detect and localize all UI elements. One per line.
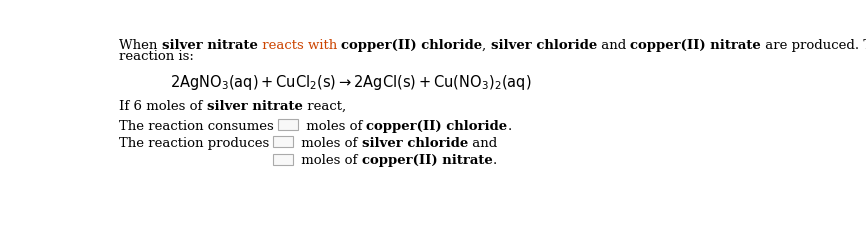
Bar (278, 119, 298, 131)
Text: react,: react, (302, 100, 346, 113)
Text: reacts with: reacts with (257, 39, 341, 52)
Text: If 6 moles of: If 6 moles of (120, 100, 207, 113)
Text: The reaction consumes: The reaction consumes (120, 120, 274, 133)
Text: moles of: moles of (297, 137, 362, 150)
Text: $\mathregular{2AgNO_3(aq) + CuCl_2(s) \rightarrow 2AgCl(s) + Cu(NO_3)_2(aq)}$: $\mathregular{2AgNO_3(aq) + CuCl_2(s) \r… (171, 73, 532, 92)
Text: The reaction produces: The reaction produces (120, 137, 269, 150)
Text: and: and (597, 39, 630, 52)
Text: silver nitrate: silver nitrate (207, 100, 302, 113)
Text: moles of: moles of (297, 154, 362, 167)
Text: copper(II) nitrate: copper(II) nitrate (362, 154, 493, 167)
Text: copper(II) chloride: copper(II) chloride (341, 39, 482, 52)
Bar (274, 154, 294, 165)
Text: and: and (469, 137, 497, 150)
Text: copper(II) chloride: copper(II) chloride (366, 120, 507, 133)
Text: copper(II) nitrate: copper(II) nitrate (630, 39, 761, 52)
Text: reaction is:: reaction is: (120, 50, 194, 63)
Text: moles of: moles of (301, 120, 366, 133)
Text: silver nitrate: silver nitrate (162, 39, 257, 52)
Text: are produced. The balanced equation for this: are produced. The balanced equation for … (761, 39, 866, 52)
Text: When: When (120, 39, 162, 52)
Text: silver chloride: silver chloride (491, 39, 597, 52)
Text: silver chloride: silver chloride (362, 137, 469, 150)
Text: ,: , (482, 39, 491, 52)
Bar (274, 136, 294, 147)
Text: .: . (507, 120, 512, 133)
Text: .: . (493, 154, 497, 167)
